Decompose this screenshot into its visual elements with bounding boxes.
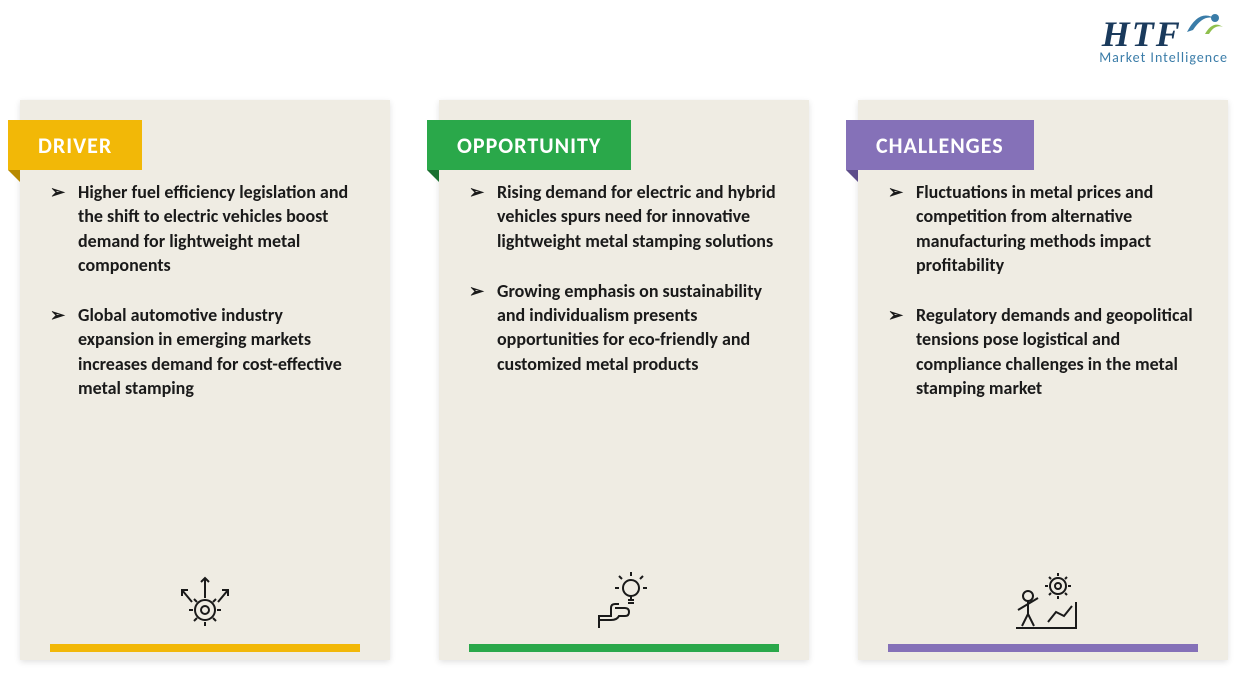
- bullet-item: Global automotive industry expansion in …: [50, 303, 360, 400]
- logo-sub-text: Market Intelligence: [1099, 49, 1228, 66]
- bullet-item: Regulatory demands and geopolitical tens…: [888, 303, 1198, 400]
- driver-card: DRIVER Higher fuel efficiency legislatio…: [20, 100, 390, 660]
- bullet-item: Fluctuations in metal prices and competi…: [888, 180, 1198, 277]
- bullet-item: Higher fuel efficiency legislation and t…: [50, 180, 360, 277]
- person-gear-chart-icon: [1008, 572, 1078, 632]
- challenges-bar: [888, 644, 1198, 652]
- driver-title: DRIVER: [38, 132, 112, 159]
- driver-bar: [50, 644, 360, 652]
- challenges-card: CHALLENGES Fluctuations in metal prices …: [858, 100, 1228, 660]
- opportunity-ribbon: OPPORTUNITY: [427, 120, 631, 170]
- opportunity-card: OPPORTUNITY Rising demand for electric a…: [439, 100, 809, 660]
- opportunity-bar: [469, 644, 779, 652]
- opportunity-title: OPPORTUNITY: [457, 132, 601, 159]
- bullet-item: Rising demand for electric and hybrid ve…: [469, 180, 779, 253]
- hand-idea-icon: [589, 572, 659, 632]
- challenges-bullets: Fluctuations in metal prices and competi…: [888, 180, 1198, 400]
- gear-arrows-icon: [170, 572, 240, 632]
- challenges-title: CHALLENGES: [876, 132, 1004, 159]
- opportunity-bullets: Rising demand for electric and hybrid ve…: [469, 180, 779, 376]
- bullet-item: Growing emphasis on sustainability and i…: [469, 279, 779, 376]
- driver-bullets: Higher fuel efficiency legislation and t…: [50, 180, 360, 400]
- driver-ribbon: DRIVER: [8, 120, 142, 170]
- logo-swoosh-icon: [1185, 2, 1225, 43]
- cards-container: DRIVER Higher fuel efficiency legislatio…: [20, 100, 1228, 660]
- brand-logo: HTF Market Intelligence: [1099, 10, 1228, 66]
- challenges-ribbon: CHALLENGES: [846, 120, 1034, 170]
